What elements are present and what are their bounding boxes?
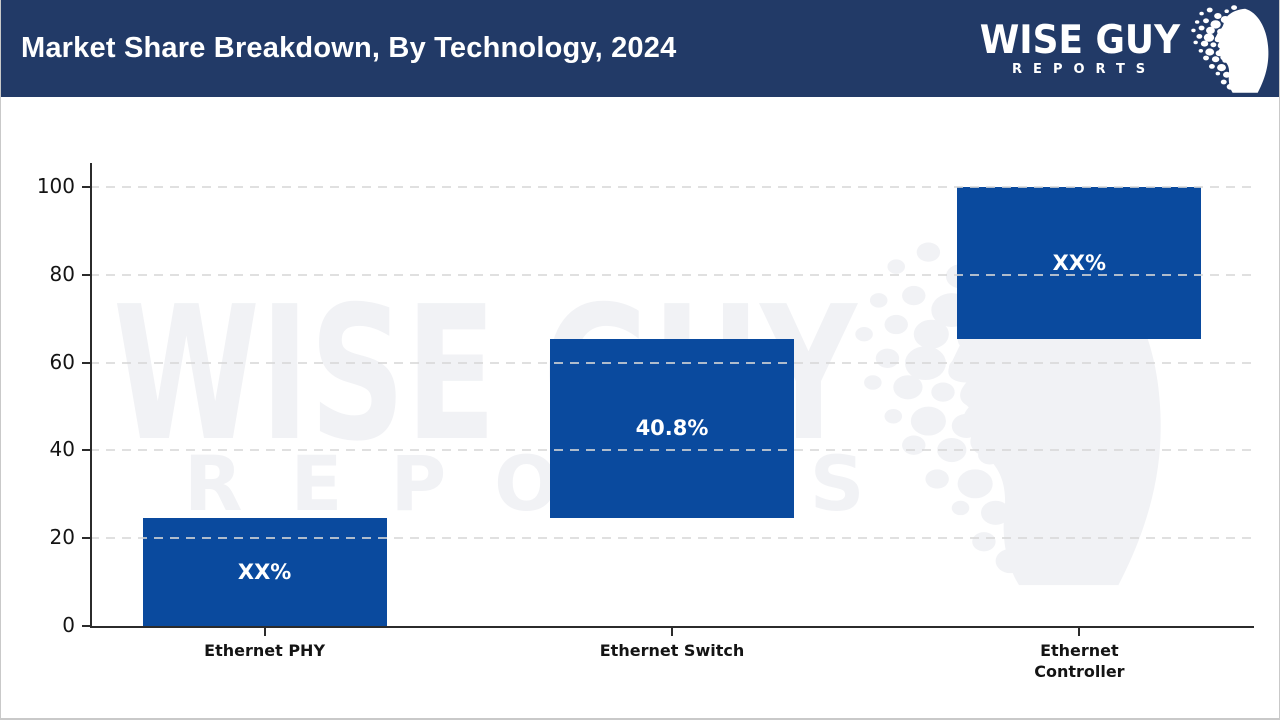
y-tick-100 xyxy=(82,186,90,188)
gridline-20 xyxy=(90,537,1254,540)
wise-guy-reports-logo: WISE GUY REPORTS xyxy=(971,4,1271,94)
x-tick-ethernet-switch xyxy=(671,628,673,636)
gridline-60 xyxy=(90,361,1254,364)
gridline-40 xyxy=(90,449,1254,452)
y-tick-20 xyxy=(82,537,90,540)
x-axis-line xyxy=(90,626,1254,628)
gridline-80 xyxy=(90,273,1254,276)
header-bar: Market Share Breakdown, By Technology, 2… xyxy=(1,0,1279,97)
bar-value-label-ethernet-phy: XX% xyxy=(237,560,292,584)
x-tick-label-ethernet-controller: Ethernet Controller xyxy=(1034,641,1125,681)
logo-sub-text: REPORTS xyxy=(1012,62,1157,77)
y-tick-label-80: 80 xyxy=(49,261,75,286)
x-tick-ethernet-controller xyxy=(1078,628,1081,636)
page-title: Market Share Breakdown, By Technology, 2… xyxy=(21,32,677,64)
y-tick-80 xyxy=(82,273,90,276)
y-tick-label-40: 40 xyxy=(49,437,75,462)
dotted-face-icon xyxy=(1191,4,1269,93)
y-tick-label-20: 20 xyxy=(49,525,75,550)
bar-value-label-ethernet-controller: XX% xyxy=(1052,250,1107,275)
x-tick-label-ethernet-switch: Ethernet Switch xyxy=(599,641,745,660)
y-tick-label-0: 0 xyxy=(62,613,75,637)
bar-ethernet-switch xyxy=(550,338,794,518)
y-tick-label-60: 60 xyxy=(49,349,75,374)
bar-value-label-ethernet-switch: 40.8% xyxy=(635,416,709,441)
y-tick-60 xyxy=(82,361,90,364)
y-tick-0 xyxy=(82,625,90,627)
logo-brand-text: WISE GUY xyxy=(979,18,1181,63)
y-tick-40 xyxy=(82,449,90,452)
bar-ethernet-controller xyxy=(957,187,1202,339)
y-axis-line xyxy=(90,163,92,628)
x-tick-label-ethernet-phy: Ethernet PHY xyxy=(204,641,326,660)
gridline-100 xyxy=(90,186,1254,188)
bar-ethernet-phy xyxy=(142,518,387,626)
x-tick-ethernet-phy xyxy=(263,628,266,636)
y-tick-label-100: 100 xyxy=(36,174,75,198)
logo-text: WISE GUY REPORTS xyxy=(971,21,1189,76)
